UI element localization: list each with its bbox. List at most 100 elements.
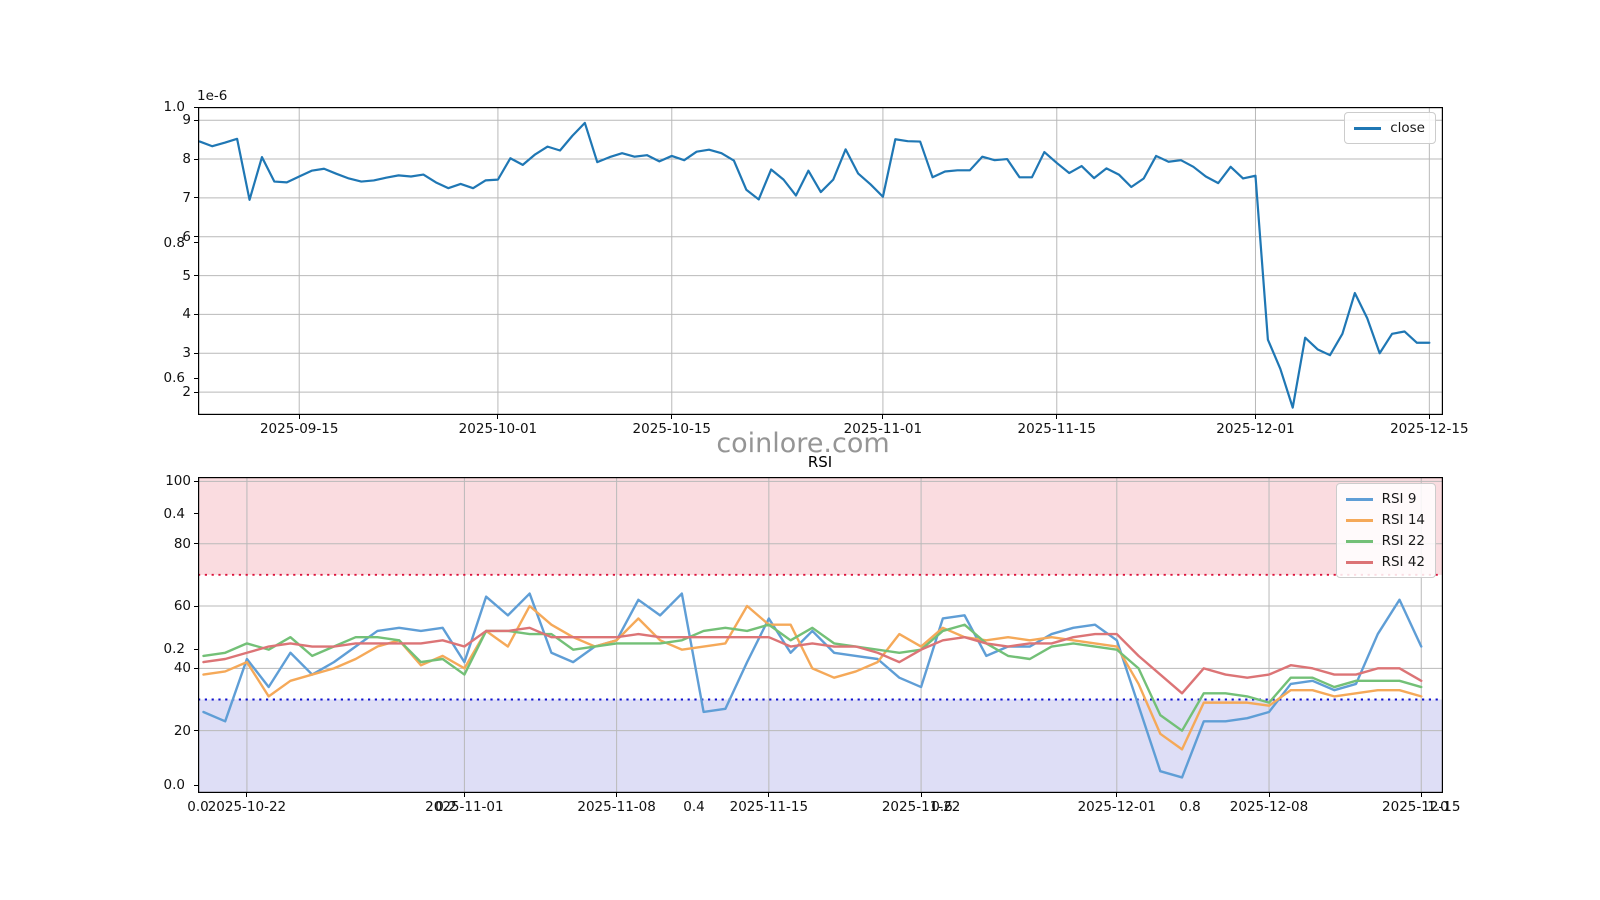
rsi-axes-border bbox=[198, 477, 1443, 793]
x-tick-label: 2025-11-15 bbox=[729, 799, 809, 815]
y-tick-mark bbox=[194, 391, 198, 393]
y-tick-label: 100 bbox=[165, 473, 191, 490]
y-tick-mark bbox=[194, 543, 198, 545]
y-tick-label: 7 bbox=[182, 189, 191, 206]
figure-x-tick-label: 0.8 bbox=[1179, 799, 1201, 815]
figure-y-tick-label: 0.6 bbox=[163, 370, 185, 387]
rsi-plot-area bbox=[198, 477, 1443, 793]
watermark: coinlore.com bbox=[716, 428, 890, 459]
figure-y-tick-mark bbox=[194, 106, 198, 108]
x-tick-mark bbox=[298, 415, 300, 419]
y-tick-mark bbox=[194, 605, 198, 607]
x-tick-mark bbox=[1420, 793, 1422, 797]
figure-y-tick-mark bbox=[194, 377, 198, 379]
x-tick-label: 2025-12-15 bbox=[1390, 421, 1469, 437]
y-tick-label: 6 bbox=[182, 228, 191, 245]
figure-y-tick-label: 1.0 bbox=[163, 99, 185, 115]
y-tick-label: 40 bbox=[173, 660, 191, 677]
x-tick-mark bbox=[768, 793, 770, 797]
x-tick-label: 2025-12-15 bbox=[1382, 799, 1461, 815]
y-tick-mark bbox=[194, 119, 198, 121]
y-tick-label: 80 bbox=[173, 535, 191, 552]
y-tick-mark bbox=[194, 275, 198, 277]
x-tick-mark bbox=[920, 793, 922, 797]
y-tick-label: 20 bbox=[173, 722, 191, 739]
legend-item: RSI 22 bbox=[1345, 531, 1425, 551]
y-tick-mark bbox=[194, 667, 198, 669]
x-tick-mark bbox=[246, 793, 248, 797]
figure-x-tick-label: 1.0 bbox=[1427, 799, 1449, 815]
x-tick-mark bbox=[1268, 793, 1270, 797]
x-tick-label: 2025-10-01 bbox=[458, 421, 538, 437]
y-tick-label: 8 bbox=[182, 151, 191, 168]
price-plot-area bbox=[198, 107, 1443, 415]
close-line bbox=[198, 121, 1431, 409]
rsi-9-line bbox=[202, 592, 1423, 779]
x-tick-mark bbox=[1254, 415, 1256, 419]
rsi-chart-title: RSI bbox=[807, 453, 833, 471]
figure-y-tick-label: 0.2 bbox=[163, 641, 185, 658]
y-tick-mark bbox=[194, 158, 198, 160]
x-tick-label: 2025-11-01 bbox=[843, 421, 923, 437]
legend-line-swatch bbox=[1345, 497, 1373, 501]
x-tick-label: 2025-10-15 bbox=[632, 421, 712, 437]
rsi-band-1 bbox=[198, 699, 1443, 793]
price-legend: close bbox=[1344, 112, 1436, 144]
y-tick-mark bbox=[194, 236, 198, 238]
x-tick-mark bbox=[1116, 793, 1118, 797]
y-tick-mark bbox=[194, 313, 198, 315]
y-tick-mark bbox=[194, 352, 198, 354]
legend-item: RSI 9 bbox=[1345, 489, 1425, 509]
legend-line-swatch bbox=[1345, 539, 1373, 543]
legend-label: RSI 14 bbox=[1381, 512, 1425, 528]
figure-x-tick-label: 0.4 bbox=[683, 799, 705, 815]
rsi-22-line bbox=[202, 623, 1423, 732]
x-tick-mark bbox=[616, 793, 618, 797]
x-tick-label: 2025-12-08 bbox=[1229, 799, 1309, 815]
figure-x-tick-label: 0.0 bbox=[187, 799, 209, 815]
legend-item: RSI 42 bbox=[1345, 552, 1425, 572]
x-tick-mark bbox=[1056, 415, 1058, 419]
x-tick-mark bbox=[1428, 415, 1430, 419]
y-tick-label: 2 bbox=[182, 384, 191, 401]
figure-y-tick-mark bbox=[194, 648, 198, 650]
figure-y-tick-label: 0.4 bbox=[163, 505, 185, 522]
y-tick-label: 4 bbox=[182, 306, 191, 323]
x-tick-mark bbox=[463, 793, 465, 797]
x-tick-label: 2025-11-22 bbox=[881, 799, 961, 815]
legend-line-swatch bbox=[1354, 126, 1382, 130]
y-tick-label: 9 bbox=[182, 112, 191, 129]
legend-item: close bbox=[1354, 118, 1425, 138]
figure-x-tick-label: 0.2 bbox=[435, 799, 457, 815]
legend-label: RSI 22 bbox=[1381, 533, 1425, 549]
y-tick-mark bbox=[194, 480, 198, 482]
legend-label: close bbox=[1390, 120, 1425, 136]
figure-y-tick-label: 0.8 bbox=[163, 234, 185, 251]
y-tick-label: 60 bbox=[173, 598, 191, 615]
legend-item: RSI 14 bbox=[1345, 510, 1425, 530]
rsi-band-0 bbox=[198, 477, 1443, 575]
price-axes-border bbox=[198, 107, 1443, 415]
y-tick-mark bbox=[194, 197, 198, 199]
x-tick-label: 2025-12-01 bbox=[1077, 799, 1157, 815]
legend-line-swatch bbox=[1345, 560, 1373, 564]
x-tick-label: 2025-09-15 bbox=[259, 421, 339, 437]
figure-y-tick-mark bbox=[194, 513, 198, 515]
x-tick-label: 2025-11-01 bbox=[425, 799, 504, 815]
y-tick-label: 3 bbox=[182, 345, 191, 362]
figure-y-tick-mark bbox=[194, 242, 198, 244]
x-tick-label: 2025-10-22 bbox=[207, 799, 287, 815]
y-tick-mark bbox=[194, 730, 198, 732]
x-tick-label: 2025-11-15 bbox=[1017, 421, 1096, 437]
x-tick-label: 2025-12-01 bbox=[1216, 421, 1295, 437]
x-tick-mark bbox=[497, 415, 499, 419]
x-tick-mark bbox=[671, 415, 673, 419]
legend-label: RSI 9 bbox=[1381, 491, 1417, 507]
legend-line-swatch bbox=[1345, 518, 1373, 522]
x-tick-label: 2025-11-08 bbox=[577, 799, 656, 815]
legend-label: RSI 42 bbox=[1381, 554, 1425, 570]
figure-y-tick-mark bbox=[194, 784, 198, 786]
rsi-legend: RSI 9 RSI 14 RSI 22 RSI 42 bbox=[1335, 483, 1436, 578]
y-tick-label: 5 bbox=[182, 267, 191, 284]
